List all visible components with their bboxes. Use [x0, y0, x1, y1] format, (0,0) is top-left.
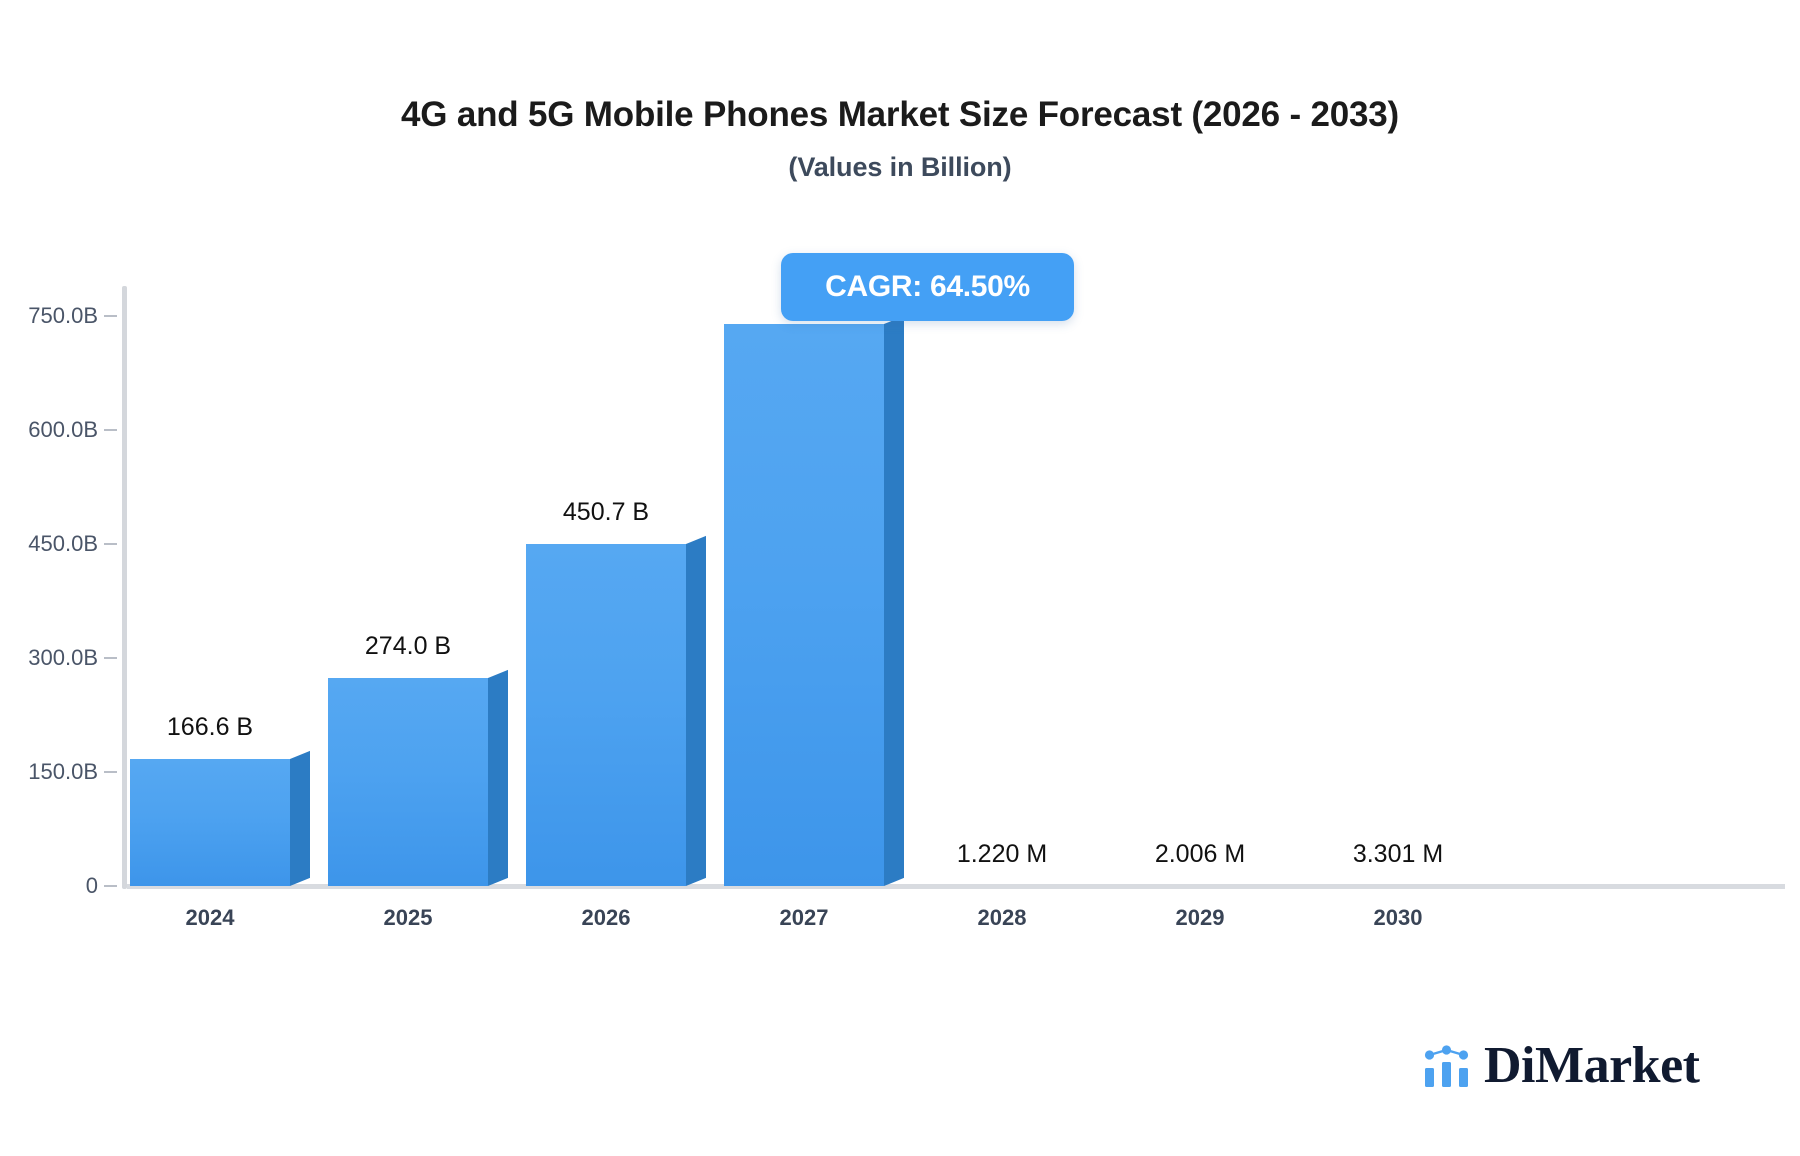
x-axis-tick-label-2025: 2025	[383, 905, 433, 930]
x-axis-tick-label-2028: 2028	[977, 905, 1027, 930]
bar-2027[interactable]	[724, 315, 904, 886]
y-axis-tick-mark	[104, 543, 117, 546]
x-axis-tick-label-2027: 2027	[779, 905, 829, 930]
bar-value-label-2028: 1.220 M	[956, 839, 1048, 868]
bar-value-label-2029: 2.006 M	[1154, 839, 1246, 868]
x-axis-tick-label-2029: 2029	[1175, 905, 1225, 930]
y-axis-tick-mark	[104, 657, 117, 660]
cagr-badge[interactable]: CAGR: 64.50%	[781, 253, 1074, 321]
bar-value-label-2026: 450.7 B	[562, 497, 650, 526]
bar-2026[interactable]	[526, 535, 706, 886]
bar-front-face	[724, 323, 884, 886]
y-axis-tick-mark	[104, 315, 117, 318]
bar-side-face	[488, 669, 508, 886]
bar-front-face	[130, 759, 290, 886]
y-axis-tick-label: 750.0B	[28, 303, 98, 329]
bar-2024[interactable]	[130, 751, 310, 886]
y-axis-tick-mark	[104, 885, 117, 887]
y-axis-tick-label: 600.0B	[28, 417, 98, 443]
y-axis-tick-mark	[104, 429, 117, 432]
bar-value-label-2030: 3.301 M	[1352, 839, 1444, 868]
bar-side-face	[686, 535, 706, 886]
cagr-badge-label: CAGR: 64.50%	[825, 270, 1030, 303]
brand-name: DiMarket	[1484, 1037, 1700, 1094]
x-axis-tick-label-2030: 2030	[1373, 905, 1423, 930]
x-axis-tick-label-2026: 2026	[581, 905, 631, 930]
y-axis-tick-mark	[104, 771, 117, 774]
y-axis-tick-label: 450.0B	[28, 531, 98, 557]
bar-front-face	[328, 677, 488, 886]
y-axis-tick-label: 150.0B	[28, 759, 98, 785]
bar-front-face	[526, 543, 686, 886]
y-axis-tick-labels: 0 150.0B 300.0B 450.0B 600.0B 750.0B	[0, 0, 98, 1156]
y-axis-line	[122, 286, 127, 889]
bar-value-label-2025: 274.0 B	[364, 631, 452, 660]
bar-value-label-2024: 166.6 B	[166, 713, 254, 742]
x-axis-tick-label-2024: 2024	[185, 905, 235, 930]
brand-logo: DiMarket	[1424, 1037, 1700, 1094]
y-axis-tick-label: 0	[85, 873, 98, 898]
bar-2025[interactable]	[328, 669, 508, 886]
y-axis-tick-label: 300.0B	[28, 645, 98, 671]
bar-side-face	[290, 751, 310, 886]
bar-side-face	[884, 315, 904, 886]
x-axis-baseline	[127, 884, 1785, 889]
bar-chart-icon	[1424, 1045, 1469, 1087]
